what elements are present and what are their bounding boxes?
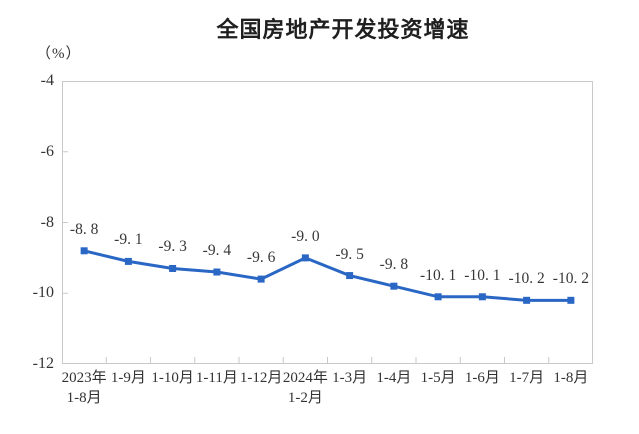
data-point-value-label: -8. 8 xyxy=(69,220,99,238)
data-point-marker xyxy=(567,296,575,304)
data-point-marker xyxy=(213,268,221,276)
x-axis-tick-label: 1-12月 xyxy=(239,370,283,386)
x-axis-tick-label: 1-5月 xyxy=(420,370,456,386)
chart-title: 全国房地产开发投资增速 xyxy=(216,17,470,42)
x-axis-tick-label: 2023年 1-8月 xyxy=(61,370,107,406)
data-point-marker xyxy=(301,254,309,262)
data-point-value-label: -10. 2 xyxy=(508,270,545,288)
y-axis-tick-label: -8 xyxy=(40,213,54,231)
y-axis-tick-label: -10 xyxy=(32,284,54,302)
data-point-marker xyxy=(523,296,531,304)
x-axis-tick-label: 2024年 1-2月 xyxy=(282,370,328,406)
data-point-value-label: -9. 8 xyxy=(379,256,409,274)
y-axis-tick-label: -4 xyxy=(40,72,54,89)
x-axis-tick-label: 1-7月 xyxy=(509,370,545,386)
data-point-marker xyxy=(124,257,132,265)
x-axis-tick-label: 1-11月 xyxy=(195,370,238,386)
line-chart-plot xyxy=(62,81,593,364)
data-point-value-label: -10. 2 xyxy=(552,270,589,288)
data-point-marker xyxy=(169,264,177,272)
y-axis-unit-label: （%） xyxy=(36,46,82,62)
x-axis-tick-label: 1-10月 xyxy=(151,370,194,386)
x-axis-tick-label: 1-9月 xyxy=(110,370,146,386)
data-point-marker xyxy=(434,293,442,301)
data-point-value-label: -9. 5 xyxy=(335,245,364,263)
data-point-value-label: -9. 4 xyxy=(202,242,232,260)
x-axis-tick-label: 1-8月 xyxy=(553,370,589,386)
data-series-line xyxy=(83,249,571,302)
data-point-value-label: -10. 1 xyxy=(420,266,457,284)
data-point-marker xyxy=(257,275,265,283)
data-point-value-label: -9. 3 xyxy=(158,238,187,256)
data-point-value-label: -9. 6 xyxy=(246,249,276,267)
data-point-marker xyxy=(478,293,486,301)
x-axis-tick-label: 1-6月 xyxy=(464,370,500,386)
data-point-marker xyxy=(390,282,398,290)
x-axis-tick-label: 1-4月 xyxy=(376,370,412,386)
data-point-marker xyxy=(80,247,88,255)
data-point-value-label: -9. 1 xyxy=(114,231,143,249)
y-axis-tick-label: -12 xyxy=(32,355,54,372)
data-point-value-label: -9. 0 xyxy=(291,227,320,245)
data-point-value-label: -10. 1 xyxy=(464,266,501,284)
y-axis-tick-label: -6 xyxy=(40,142,54,160)
data-point-marker xyxy=(346,272,354,280)
x-axis-tick-label: 1-3月 xyxy=(332,370,368,386)
